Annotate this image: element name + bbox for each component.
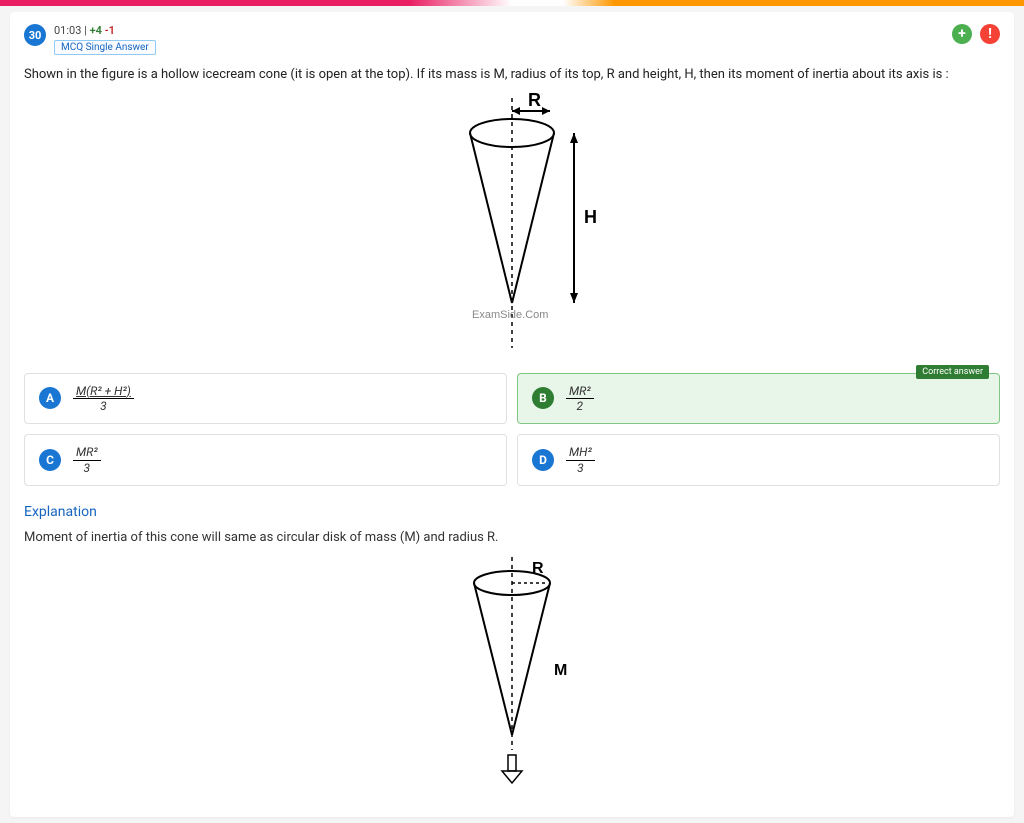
report-icon[interactable]: ! <box>980 24 1000 44</box>
mcq-type-tag: MCQ Single Answer <box>54 40 156 55</box>
explanation-heading: Explanation <box>24 504 1000 520</box>
explanation-figure: R M <box>24 555 1000 789</box>
question-meta: 01:03 | +4 -1 MCQ Single Answer <box>54 24 156 55</box>
option-formula-a: M(R² + H²)3 <box>73 384 134 414</box>
option-b[interactable]: Correct answer B MR²2 <box>517 373 1000 425</box>
correct-answer-badge: Correct answer <box>916 365 989 379</box>
m-label: M <box>554 662 567 679</box>
option-letter-a: A <box>39 387 61 409</box>
question-figure: R H ExamSide.Com <box>24 93 1000 357</box>
option-formula-c: MR²3 <box>73 445 101 475</box>
add-icon[interactable]: + <box>952 24 972 44</box>
option-a[interactable]: A M(R² + H²)3 <box>24 373 507 425</box>
question-number-badge: 30 <box>24 24 46 46</box>
cone-diagram-1: R H ExamSide.Com <box>412 93 612 353</box>
explanation-text: Moment of inertia of this cone will same… <box>24 530 1000 545</box>
option-letter-b: B <box>532 387 554 409</box>
question-card: 30 01:03 | +4 -1 MCQ Single Answer + ! S… <box>10 12 1014 817</box>
positive-marks: +4 <box>90 24 102 37</box>
time-marks-row: 01:03 | +4 -1 <box>54 24 156 37</box>
option-letter-c: C <box>39 449 61 471</box>
r-label-2: R <box>532 560 544 577</box>
options-grid: A M(R² + H²)3 Correct answer B MR²2 C MR… <box>24 373 1000 487</box>
header-left: 30 01:03 | +4 -1 MCQ Single Answer <box>24 24 156 55</box>
separator: | <box>81 24 89 37</box>
question-text: Shown in the figure is a hollow icecream… <box>24 65 1000 85</box>
option-formula-d: MH²3 <box>566 445 595 475</box>
header-right: + ! <box>952 24 1000 44</box>
timer-text: 01:03 <box>54 24 81 37</box>
watermark-text: ExamSide.Com <box>472 309 548 321</box>
option-d[interactable]: D MH²3 <box>517 434 1000 486</box>
option-formula-b: MR²2 <box>566 384 594 414</box>
option-letter-d: D <box>532 449 554 471</box>
cone-diagram-2: R M <box>442 555 582 785</box>
h-label: H <box>584 207 597 227</box>
r-label: R <box>528 93 541 110</box>
option-c[interactable]: C MR²3 <box>24 434 507 486</box>
question-header: 30 01:03 | +4 -1 MCQ Single Answer + ! <box>24 24 1000 55</box>
negative-marks: -1 <box>105 24 115 37</box>
top-gradient-bar <box>0 0 1024 6</box>
